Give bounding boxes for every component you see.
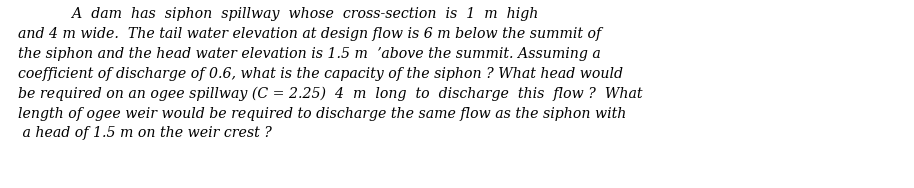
Text: A  dam  has  siphon  spillway  whose  cross-section  is  1  m  high
and 4 m wide: A dam has siphon spillway whose cross-se… [18, 7, 643, 140]
